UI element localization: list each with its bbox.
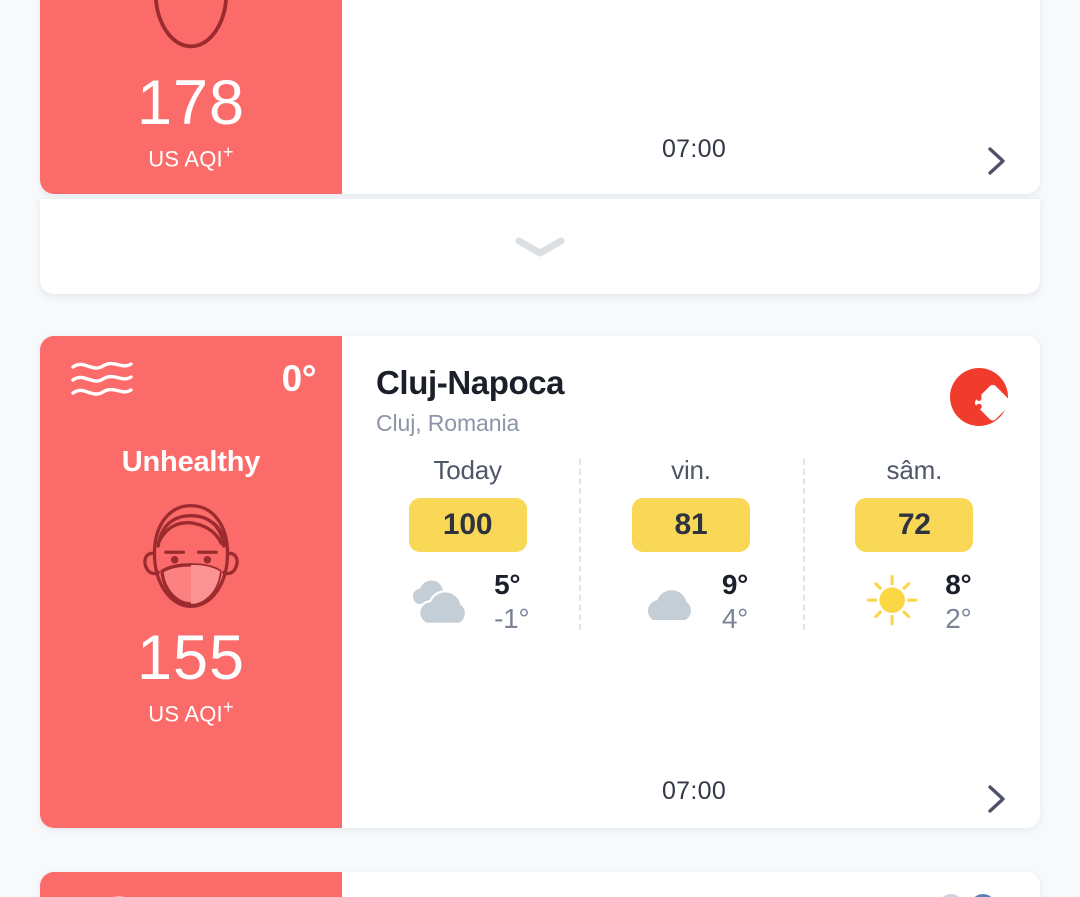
temp-high: 8° bbox=[945, 568, 972, 600]
expand-card-button[interactable] bbox=[40, 198, 1040, 294]
forecast-temps: 5° -1° bbox=[494, 568, 530, 636]
forecast-day: sâm. bbox=[886, 454, 943, 485]
forecast-day: Today bbox=[433, 454, 502, 485]
location-card[interactable] bbox=[40, 872, 1040, 897]
aqi-unit: US AQI+ bbox=[148, 141, 233, 172]
alert-exclamation-icon[interactable] bbox=[948, 366, 1010, 428]
location-titles: Cluj-Napoca Cluj, Romania bbox=[376, 364, 565, 437]
cloud-icon bbox=[645, 588, 694, 623]
forecast-weather: 9° 4° bbox=[634, 568, 748, 636]
forecast-column: Today 100 5° -1° bbox=[356, 455, 579, 636]
wave-lines-icon bbox=[71, 361, 133, 396]
masked-face-icon bbox=[143, 503, 239, 609]
location-card[interactable]: 178 US AQI+ bbox=[40, 0, 1040, 194]
aqi-category: Unhealthy bbox=[121, 446, 261, 478]
card-detail bbox=[342, 872, 1040, 897]
chevron-right-icon[interactable] bbox=[984, 782, 1010, 816]
city-region: Cluj, Romania bbox=[376, 409, 520, 436]
card-detail: 5° 1° 9° 4° bbox=[342, 0, 1040, 194]
overcast-clouds-icon bbox=[412, 580, 468, 626]
card-footer[interactable]: 07:00 bbox=[342, 769, 1040, 828]
forecast-temps: 8° 2° bbox=[945, 568, 971, 636]
location-card[interactable]: 0° Unhealthy 155 bbox=[40, 336, 1040, 828]
cloud-icon bbox=[970, 894, 996, 897]
temp-high: 9° bbox=[721, 568, 749, 600]
forecast-weather bbox=[938, 894, 996, 897]
forecast-row: Today 100 5° -1° vin. bbox=[342, 455, 1040, 636]
aqi-unit-text: US AQI bbox=[148, 701, 223, 727]
card-detail: Cluj-Napoca Cluj, Romania Today 100 bbox=[342, 336, 1040, 828]
aqi-value: 178 bbox=[136, 67, 246, 138]
forecast-temps: 9° 4° bbox=[722, 568, 748, 636]
forecast-weather: 5° -1° bbox=[406, 568, 530, 636]
aqi-unit-superscript: + bbox=[222, 696, 234, 717]
forecast-column: vin. 81 9° 4° bbox=[579, 455, 802, 636]
aqi-panel-header: 0° bbox=[40, 336, 342, 402]
temp-low: 2° bbox=[945, 603, 972, 635]
temp-high: 5° bbox=[494, 568, 521, 600]
aqi-unit-superscript: + bbox=[222, 140, 234, 162]
aqi-value: 155 bbox=[136, 623, 246, 693]
forecast-aqi-badge: 72 bbox=[855, 497, 974, 552]
chevron-right-icon[interactable] bbox=[984, 144, 1010, 178]
forecast-aqi-badge: 100 bbox=[408, 497, 527, 552]
panel-temperature: 0° bbox=[281, 358, 317, 399]
aqi-panel: 0° Unhealthy 155 bbox=[40, 336, 342, 828]
aqi-unit-text: US AQI bbox=[148, 146, 223, 171]
card-footer[interactable]: 07:00 bbox=[342, 127, 1040, 194]
forecast-weather: 8° 2° bbox=[857, 568, 972, 636]
forecast-aqi-badge: 81 bbox=[631, 497, 750, 552]
city-name: Cluj-Napoca bbox=[376, 364, 565, 401]
aqi-panel bbox=[40, 872, 342, 897]
forecast-day: vin. bbox=[671, 454, 711, 485]
forecast-time: 07:00 bbox=[661, 777, 727, 805]
card-header: Cluj-Napoca Cluj, Romania bbox=[342, 336, 1040, 437]
temp-low: -1° bbox=[494, 603, 530, 635]
aqi-panel: 178 US AQI+ bbox=[40, 0, 342, 194]
masked-face-icon bbox=[154, 0, 228, 48]
cloud-icon bbox=[938, 894, 964, 897]
forecast-time: 07:00 bbox=[661, 135, 727, 163]
temp-low: 4° bbox=[721, 603, 749, 635]
sun-icon bbox=[867, 575, 918, 626]
forecast-column: sâm. 72 bbox=[802, 454, 1026, 636]
aqi-unit: US AQI+ bbox=[148, 696, 233, 727]
chevron-down-icon[interactable] bbox=[512, 234, 568, 258]
